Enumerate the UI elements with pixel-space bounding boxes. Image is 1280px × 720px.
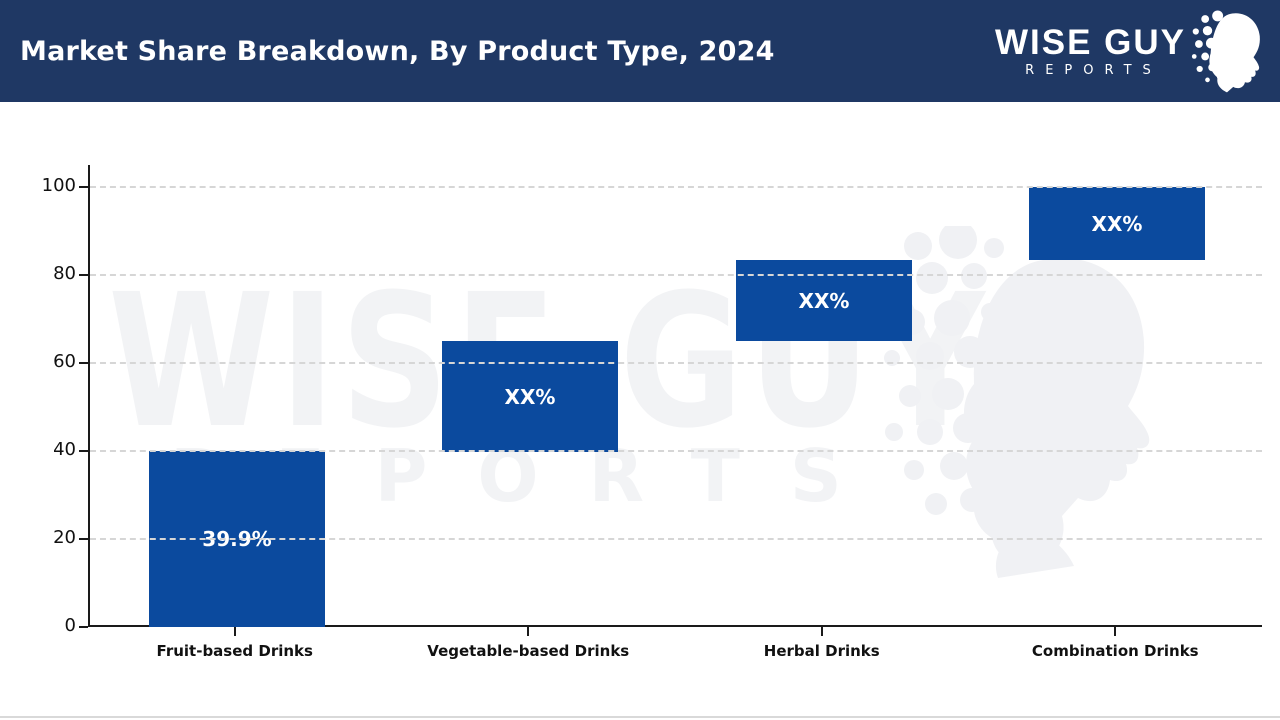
ytick-mark-100 bbox=[79, 186, 88, 188]
plot-area: 39.9% XX% XX% XX% bbox=[88, 165, 1262, 627]
bar-2: XX% bbox=[736, 260, 912, 341]
ytick-label-40: 40 bbox=[53, 439, 76, 460]
bar-label-1: XX% bbox=[504, 384, 556, 409]
logo-head-icon bbox=[1191, 10, 1260, 93]
ytick-mark-20 bbox=[79, 538, 88, 540]
xtick-label-0: Fruit-based Drinks bbox=[156, 642, 313, 660]
ytick-label-20: 20 bbox=[53, 527, 76, 548]
gridline-y60 bbox=[90, 362, 1262, 364]
xtick-mark-2 bbox=[820, 627, 823, 636]
ytick-label-100: 100 bbox=[41, 175, 76, 196]
header: Market Share Breakdown, By Product Type,… bbox=[0, 0, 1280, 102]
watermark-head-icon bbox=[884, 226, 1150, 578]
gridline-y20 bbox=[90, 538, 1262, 540]
ytick-label-60: 60 bbox=[53, 351, 76, 372]
chart: WISE GUY REPORTS 39.9% XX% XX% XX% 0 20 40 60 8… bbox=[0, 102, 1280, 718]
bar-1: XX% bbox=[442, 341, 618, 452]
ytick-mark-60 bbox=[79, 362, 88, 364]
xtick-label-2: Herbal Drinks bbox=[763, 642, 880, 660]
ytick-mark-40 bbox=[79, 450, 88, 452]
gridline-y40 bbox=[90, 450, 1262, 452]
xtick-mark-3 bbox=[1114, 627, 1117, 636]
ytick-label-0: 0 bbox=[64, 615, 76, 636]
xtick-label-1: Vegetable-based Drinks bbox=[427, 642, 630, 660]
wise-guy-logo: WISE GUY REPORTS bbox=[995, 8, 1266, 94]
bar-3: XX% bbox=[1029, 187, 1205, 260]
xtick-mark-0 bbox=[233, 627, 236, 636]
logo-wordmark: WISE GUY bbox=[994, 23, 1186, 62]
xtick-label-3: Combination Drinks bbox=[1031, 642, 1199, 660]
page-title: Market Share Breakdown, By Product Type,… bbox=[20, 35, 775, 67]
gridline-y100 bbox=[90, 186, 1262, 188]
ytick-mark-0 bbox=[79, 626, 88, 628]
xtick-mark-1 bbox=[527, 627, 530, 636]
bar-label-2: XX% bbox=[798, 288, 850, 313]
ytick-label-80: 80 bbox=[53, 263, 76, 284]
ytick-mark-80 bbox=[79, 274, 88, 276]
gridline-y80 bbox=[90, 274, 1262, 276]
bar-label-3: XX% bbox=[1091, 211, 1143, 236]
logo-text: WISE GUY REPORTS bbox=[995, 25, 1186, 77]
logo-subtitle: REPORTS bbox=[1025, 63, 1162, 78]
footer-divider bbox=[0, 716, 1280, 718]
